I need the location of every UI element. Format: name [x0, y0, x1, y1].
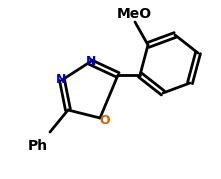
Text: Ph: Ph: [28, 139, 48, 153]
Text: N: N: [56, 72, 66, 86]
Text: MeO: MeO: [116, 7, 152, 21]
Text: N: N: [86, 54, 96, 67]
Text: O: O: [100, 115, 110, 127]
